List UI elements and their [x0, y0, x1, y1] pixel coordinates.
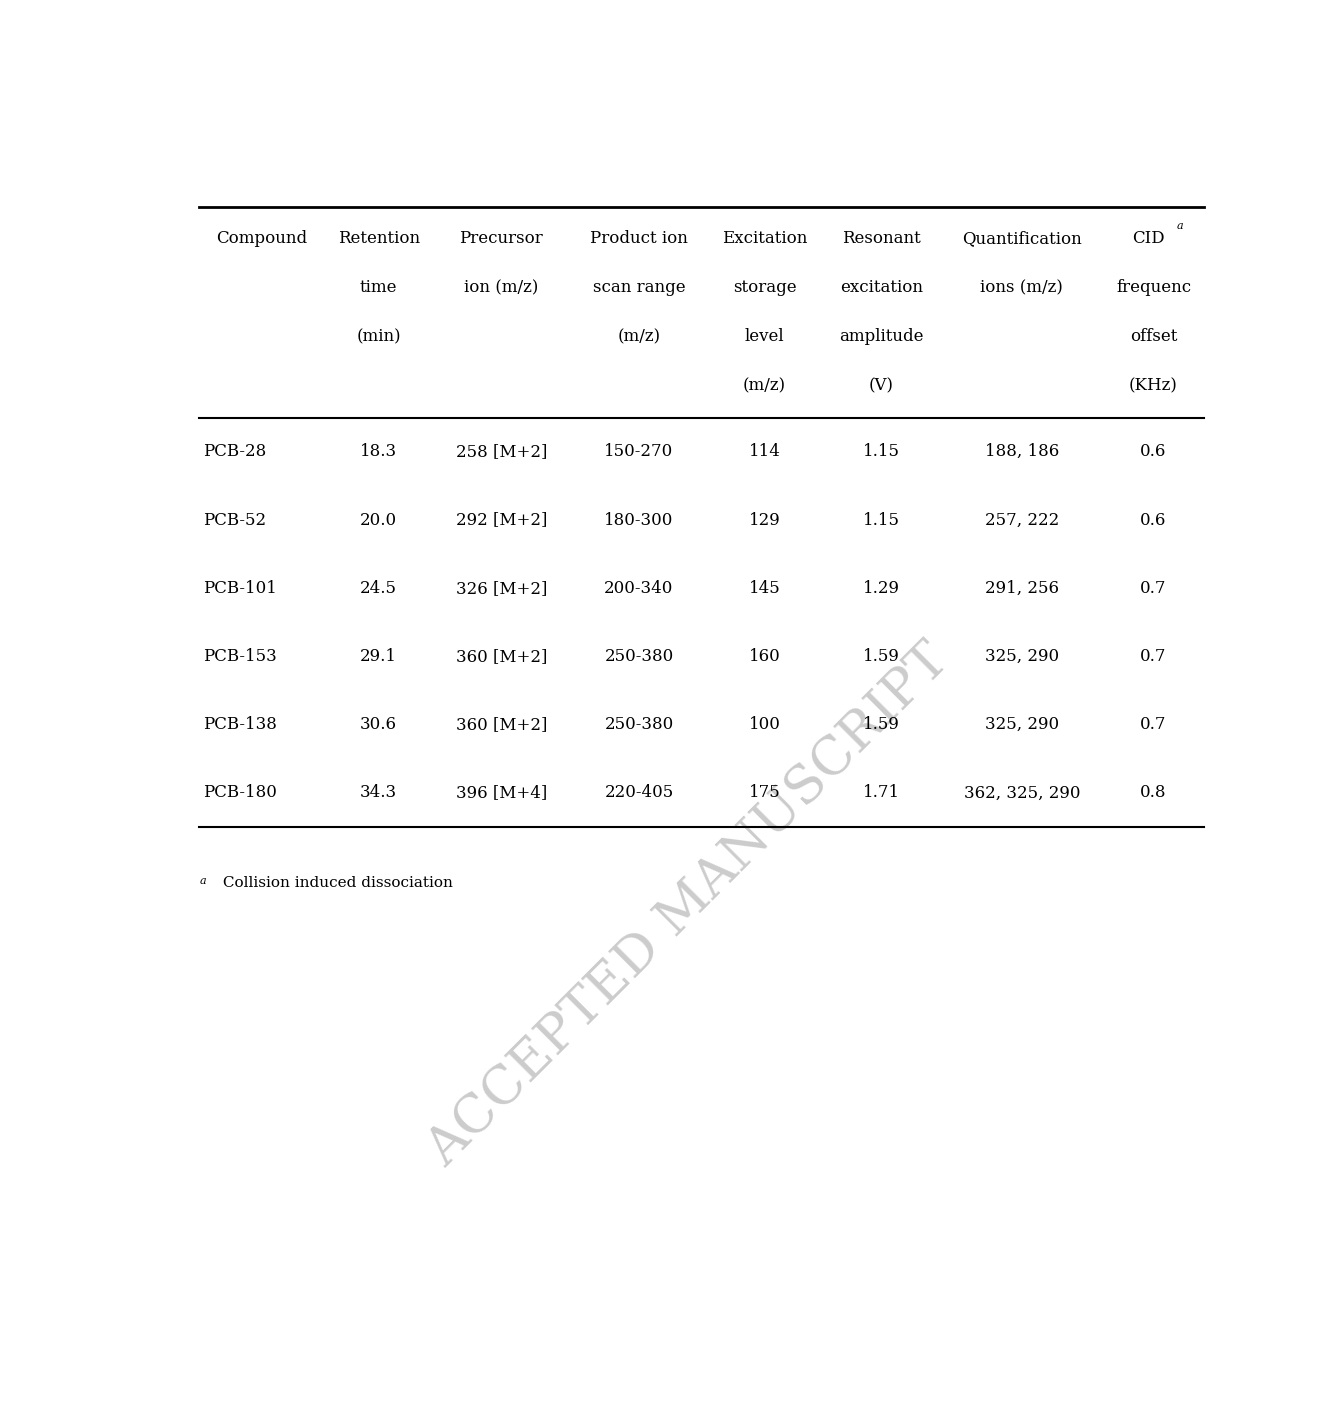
Text: 257, 222: 257, 222 [985, 512, 1059, 529]
Text: a: a [199, 876, 206, 886]
Text: 1.15: 1.15 [863, 443, 900, 460]
Text: (V): (V) [868, 377, 894, 394]
Text: Quantification: Quantification [962, 231, 1082, 247]
Text: 20.0: 20.0 [360, 512, 398, 529]
Text: 29.1: 29.1 [360, 648, 398, 665]
Text: 326 [M+2]: 326 [M+2] [456, 579, 547, 596]
Text: PCB-180: PCB-180 [203, 785, 277, 801]
Text: ACCEPTED MANUSCRIPT: ACCEPTED MANUSCRIPT [418, 634, 960, 1175]
Text: 0.7: 0.7 [1140, 648, 1167, 665]
Text: (min): (min) [356, 328, 401, 346]
Text: 18.3: 18.3 [360, 443, 398, 460]
Text: 145: 145 [749, 579, 781, 596]
Text: 0.7: 0.7 [1140, 716, 1167, 733]
Text: 325, 290: 325, 290 [985, 648, 1059, 665]
Text: 362, 325, 290: 362, 325, 290 [964, 785, 1081, 801]
Text: PCB-153: PCB-153 [203, 648, 277, 665]
Text: 100: 100 [749, 716, 781, 733]
Text: frequenc: frequenc [1116, 280, 1191, 297]
Text: 325, 290: 325, 290 [985, 716, 1059, 733]
Text: 250-380: 250-380 [605, 648, 673, 665]
Text: 250-380: 250-380 [605, 716, 673, 733]
Text: PCB-101: PCB-101 [203, 579, 277, 596]
Text: PCB-28: PCB-28 [203, 443, 266, 460]
Text: CID: CID [1132, 231, 1165, 247]
Text: 0.7: 0.7 [1140, 579, 1167, 596]
Text: (m/z): (m/z) [743, 377, 786, 394]
Text: 291, 256: 291, 256 [985, 579, 1059, 596]
Text: Collision induced dissociation: Collision induced dissociation [218, 876, 453, 890]
Text: scan range: scan range [593, 280, 685, 297]
Text: Product ion: Product ion [590, 231, 688, 247]
Text: 0.6: 0.6 [1140, 512, 1167, 529]
Text: ion (m/z): ion (m/z) [464, 280, 539, 297]
Text: 360 [M+2]: 360 [M+2] [456, 716, 547, 733]
Text: level: level [745, 328, 785, 346]
Text: 30.6: 30.6 [360, 716, 398, 733]
Text: 200-340: 200-340 [605, 579, 673, 596]
Text: 396 [M+4]: 396 [M+4] [456, 785, 547, 801]
Text: a: a [1176, 221, 1183, 231]
Text: (KHz): (KHz) [1129, 377, 1177, 394]
Text: Resonant: Resonant [841, 231, 921, 247]
Text: 160: 160 [749, 648, 781, 665]
Text: time: time [360, 280, 398, 297]
Text: 150-270: 150-270 [605, 443, 673, 460]
Text: 1.15: 1.15 [863, 512, 900, 529]
Text: Compound: Compound [216, 231, 308, 247]
Text: 175: 175 [749, 785, 781, 801]
Text: 292 [M+2]: 292 [M+2] [456, 512, 547, 529]
Text: PCB-138: PCB-138 [203, 716, 277, 733]
Text: 0.6: 0.6 [1140, 443, 1167, 460]
Text: amplitude: amplitude [839, 328, 923, 346]
Text: 1.59: 1.59 [863, 648, 899, 665]
Text: 24.5: 24.5 [360, 579, 398, 596]
Text: excitation: excitation [840, 280, 923, 297]
Text: 34.3: 34.3 [360, 785, 398, 801]
Text: PCB-52: PCB-52 [203, 512, 266, 529]
Text: storage: storage [732, 280, 797, 297]
Text: 258 [M+2]: 258 [M+2] [456, 443, 547, 460]
Text: Excitation: Excitation [722, 231, 808, 247]
Text: 114: 114 [749, 443, 781, 460]
Text: 1.29: 1.29 [863, 579, 900, 596]
Text: Retention: Retention [337, 231, 419, 247]
Text: 129: 129 [749, 512, 781, 529]
Text: 180-300: 180-300 [605, 512, 673, 529]
Text: 1.71: 1.71 [863, 785, 900, 801]
Text: 220-405: 220-405 [605, 785, 673, 801]
Text: 188, 186: 188, 186 [985, 443, 1059, 460]
Text: 0.8: 0.8 [1140, 785, 1167, 801]
Text: 360 [M+2]: 360 [M+2] [456, 648, 547, 665]
Text: 1.59: 1.59 [863, 716, 899, 733]
Text: offset: offset [1130, 328, 1177, 346]
Text: Precursor: Precursor [460, 231, 543, 247]
Text: ions (m/z): ions (m/z) [981, 280, 1063, 297]
Text: (m/z): (m/z) [617, 328, 660, 346]
